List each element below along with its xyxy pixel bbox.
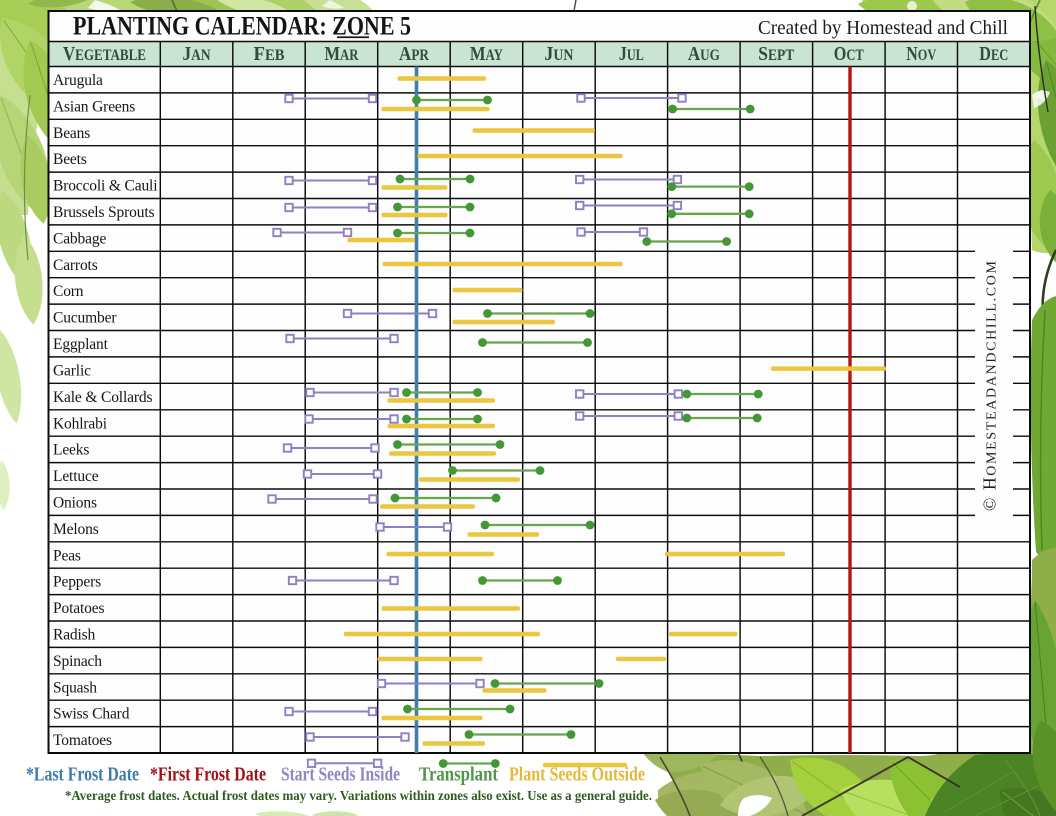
svg-text:Tomatoes: Tomatoes <box>53 732 112 749</box>
svg-text:Cucumber: Cucumber <box>53 310 117 327</box>
svg-text:MAR: MAR <box>325 43 360 65</box>
svg-text:Potatoes: Potatoes <box>53 600 104 617</box>
svg-text:Peppers: Peppers <box>53 574 101 591</box>
svg-text:*Last Frost Date: *Last Frost Date <box>26 764 139 786</box>
svg-text:FEB: FEB <box>254 43 285 65</box>
svg-text:MAY: MAY <box>470 43 503 65</box>
svg-text:Asian Greens: Asian Greens <box>53 98 135 115</box>
svg-text:DEC: DEC <box>979 43 1008 65</box>
svg-text:Garlic: Garlic <box>53 362 91 379</box>
svg-text:Start Seeds Inside: Start Seeds Inside <box>281 764 400 786</box>
svg-text:Brussels Sprouts: Brussels Sprouts <box>53 204 154 221</box>
svg-text:*First Frost Date: *First Frost Date <box>150 764 266 786</box>
svg-text:AUG: AUG <box>688 43 720 65</box>
svg-text:Kale & Collards: Kale & Collards <box>53 389 152 406</box>
svg-text:OCT: OCT <box>834 43 865 65</box>
svg-text:APR: APR <box>399 43 430 65</box>
svg-text:Kohlrabi: Kohlrabi <box>53 415 108 432</box>
svg-text:Melons: Melons <box>53 521 99 538</box>
svg-text:Onions: Onions <box>53 495 97 512</box>
svg-text:Arugula: Arugula <box>53 72 103 89</box>
svg-text:Broccoli & Cauli: Broccoli & Cauli <box>53 178 158 195</box>
svg-text:Spinach: Spinach <box>53 653 102 670</box>
svg-text:*Average frost dates. Actual f: *Average frost dates. Actual frost dates… <box>65 789 652 804</box>
svg-text:Beets: Beets <box>53 151 87 168</box>
svg-text:Corn: Corn <box>53 283 84 300</box>
svg-text:Radish: Radish <box>53 627 96 644</box>
svg-text:Squash: Squash <box>53 679 97 696</box>
svg-text:Cabbage: Cabbage <box>53 230 106 247</box>
svg-text:Leeks: Leeks <box>53 442 89 459</box>
svg-text:Plant Seeds Outside: Plant Seeds Outside <box>509 764 645 786</box>
svg-text:Lettuce: Lettuce <box>53 468 99 485</box>
svg-text:Transplant: Transplant <box>419 764 498 786</box>
svg-text:JUL: JUL <box>619 43 644 65</box>
svg-text:NOV: NOV <box>906 43 937 65</box>
svg-text:Carrots: Carrots <box>53 257 98 274</box>
svg-text:Created by Homestead and Chill: Created by Homestead and Chill <box>758 17 1008 39</box>
svg-text:Beans: Beans <box>53 125 90 142</box>
svg-text:SEPT: SEPT <box>758 43 795 65</box>
svg-text:PLANTING CALENDAR: ZONE 5: PLANTING CALENDAR: ZONE 5 <box>73 12 411 41</box>
svg-text:Eggplant: Eggplant <box>53 336 109 353</box>
svg-text:Swiss Chard: Swiss Chard <box>53 706 130 723</box>
svg-text:JUN: JUN <box>544 43 573 65</box>
svg-text:Peas: Peas <box>53 547 81 564</box>
svg-text:VEGETABLE: VEGETABLE <box>63 43 146 65</box>
svg-text:JAN: JAN <box>183 43 211 65</box>
